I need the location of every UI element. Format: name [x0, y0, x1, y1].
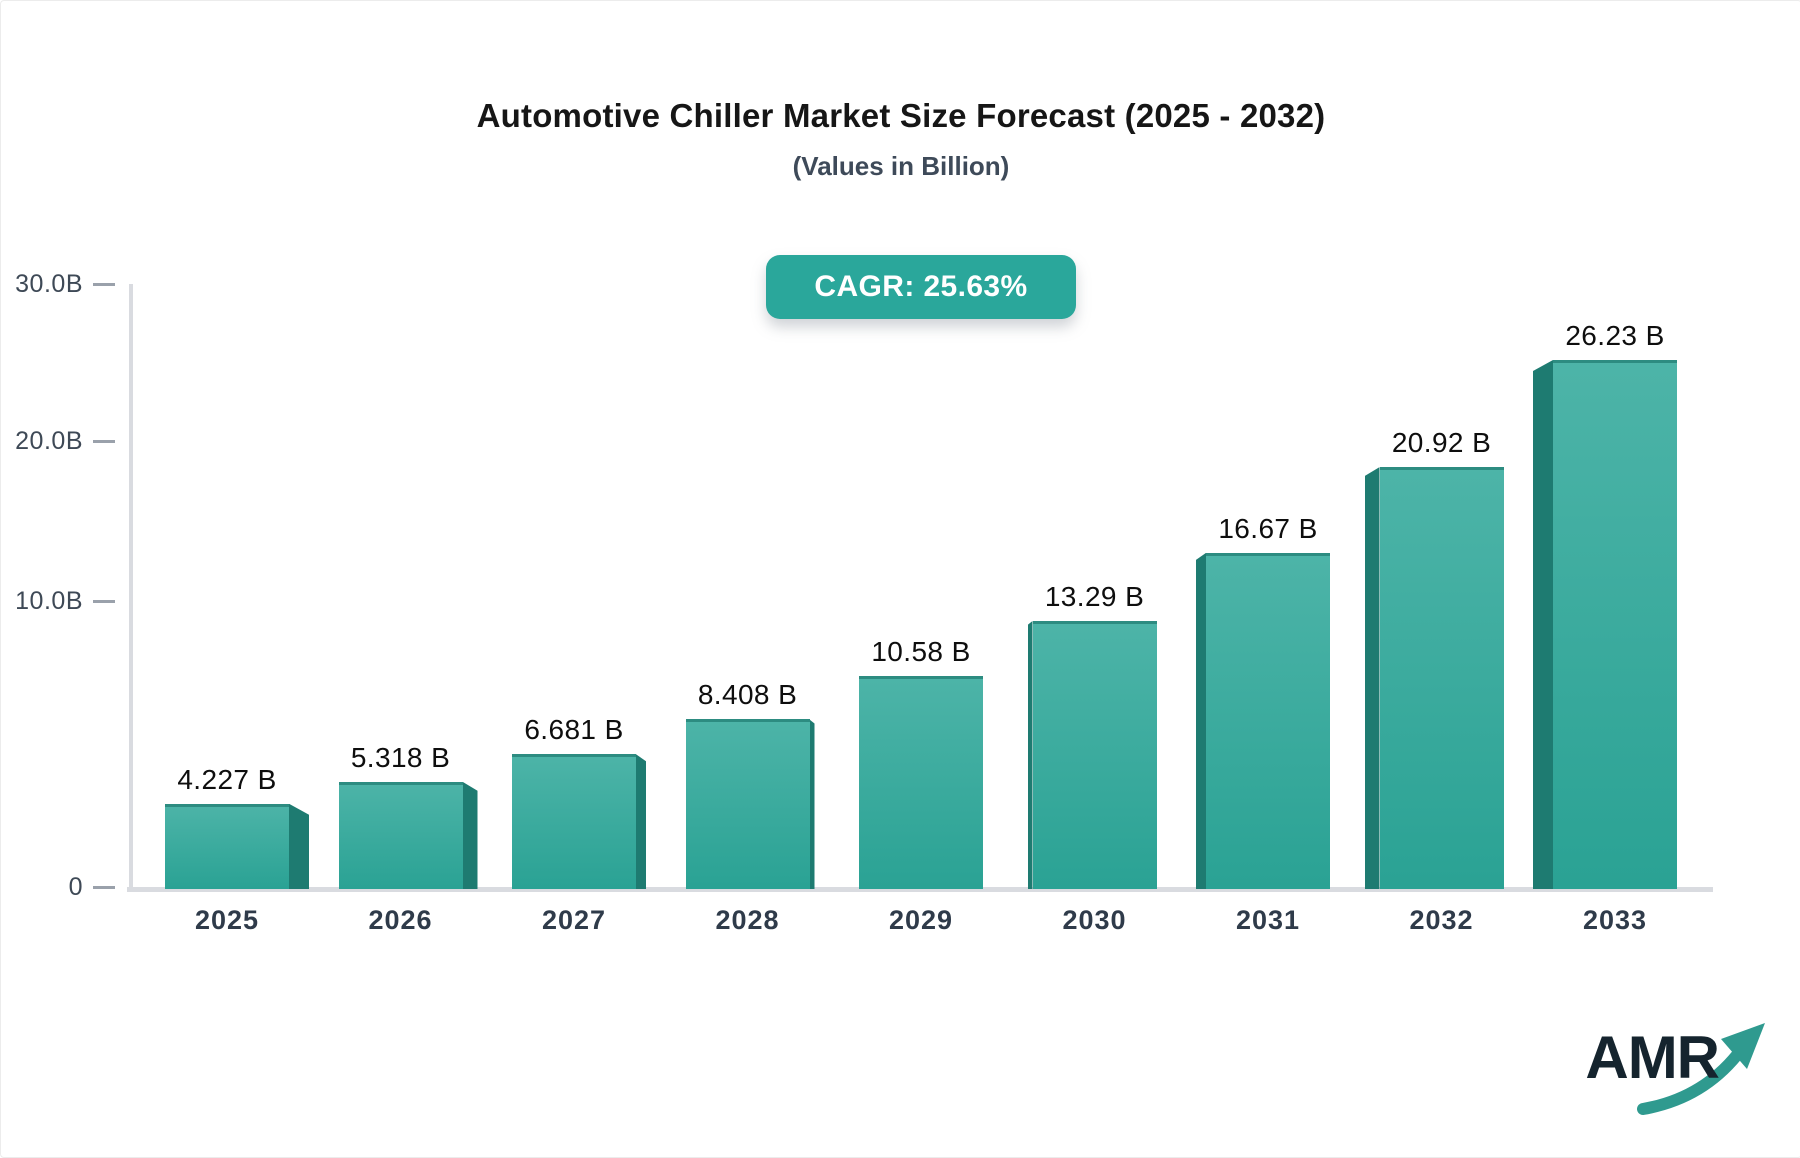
- x-tick-label-2027: 2027: [541, 905, 607, 935]
- x-tick-label-2032: 2032: [1409, 905, 1474, 935]
- bar-side-face: [462, 781, 478, 889]
- bar-value-label: 6.681 B: [524, 714, 624, 746]
- bar-side-face: [289, 803, 309, 889]
- cagr-badge-label: CAGR: 25.63%: [814, 270, 1028, 303]
- x-tick-label-2029: 2029: [888, 905, 954, 935]
- brand-logo: AMR: [1513, 1013, 1773, 1123]
- y-tick-mark: [93, 600, 115, 603]
- x-axis-line: [127, 887, 1713, 892]
- bar-value-label: 13.29 B: [1044, 580, 1145, 612]
- y-tick-label: 30.0B: [15, 270, 83, 298]
- bar-2029: [859, 675, 983, 889]
- bar-value-label: 20.92 B: [1391, 427, 1492, 459]
- bar-value-label: 26.23 B: [1565, 320, 1665, 352]
- bar-value-label: 4.227 B: [177, 763, 277, 795]
- bar-side-face: [1196, 552, 1206, 889]
- y-tick-mark: [93, 283, 115, 286]
- y-tick-mark: [93, 886, 115, 889]
- cagr-badge: CAGR: 25.63%: [766, 255, 1076, 319]
- bar-2032: [1379, 467, 1504, 889]
- bar-value-label: 8.408 B: [697, 679, 798, 711]
- bar-side-face: [636, 754, 646, 889]
- bar-2025: [165, 803, 289, 889]
- x-tick-label-2026: 2026: [368, 905, 433, 935]
- x-tick-label-2028: 2028: [715, 905, 780, 935]
- bar-side-face: [1027, 620, 1033, 889]
- y-tick-label: 0: [68, 873, 83, 901]
- bar-side-face: [1533, 360, 1553, 889]
- y-tick-label: 10.0B: [15, 587, 83, 615]
- growth-arrow-icon: [1637, 1023, 1765, 1115]
- chart-title: Automotive Chiller Market Size Forecast …: [476, 97, 1326, 134]
- x-tick-label-2030: 2030: [1062, 905, 1127, 935]
- bar-value-label: 16.67 B: [1218, 512, 1318, 544]
- bar-2031: [1206, 552, 1330, 889]
- bar-2026: [338, 781, 463, 889]
- bar-2028: [685, 719, 810, 889]
- bar-2027: [512, 754, 636, 889]
- brand-logo-text: AMR: [1585, 1024, 1720, 1091]
- bar-2033: [1553, 360, 1677, 889]
- bar-value-label: 10.58 B: [871, 635, 971, 667]
- y-axis-line: [129, 284, 133, 889]
- y-tick-mark: [93, 440, 115, 443]
- bar-value-label: 5.318 B: [350, 741, 451, 773]
- bar-side-face: [809, 719, 815, 889]
- bar-2030: [1032, 620, 1157, 889]
- x-tick-label-2033: 2033: [1582, 905, 1648, 935]
- chart-subtitle: (Values in Billion): [792, 151, 1010, 181]
- bar-side-face: [1364, 467, 1380, 889]
- x-tick-label-2031: 2031: [1235, 905, 1301, 935]
- x-tick-label-2025: 2025: [194, 905, 260, 935]
- y-tick-label: 20.0B: [15, 427, 83, 455]
